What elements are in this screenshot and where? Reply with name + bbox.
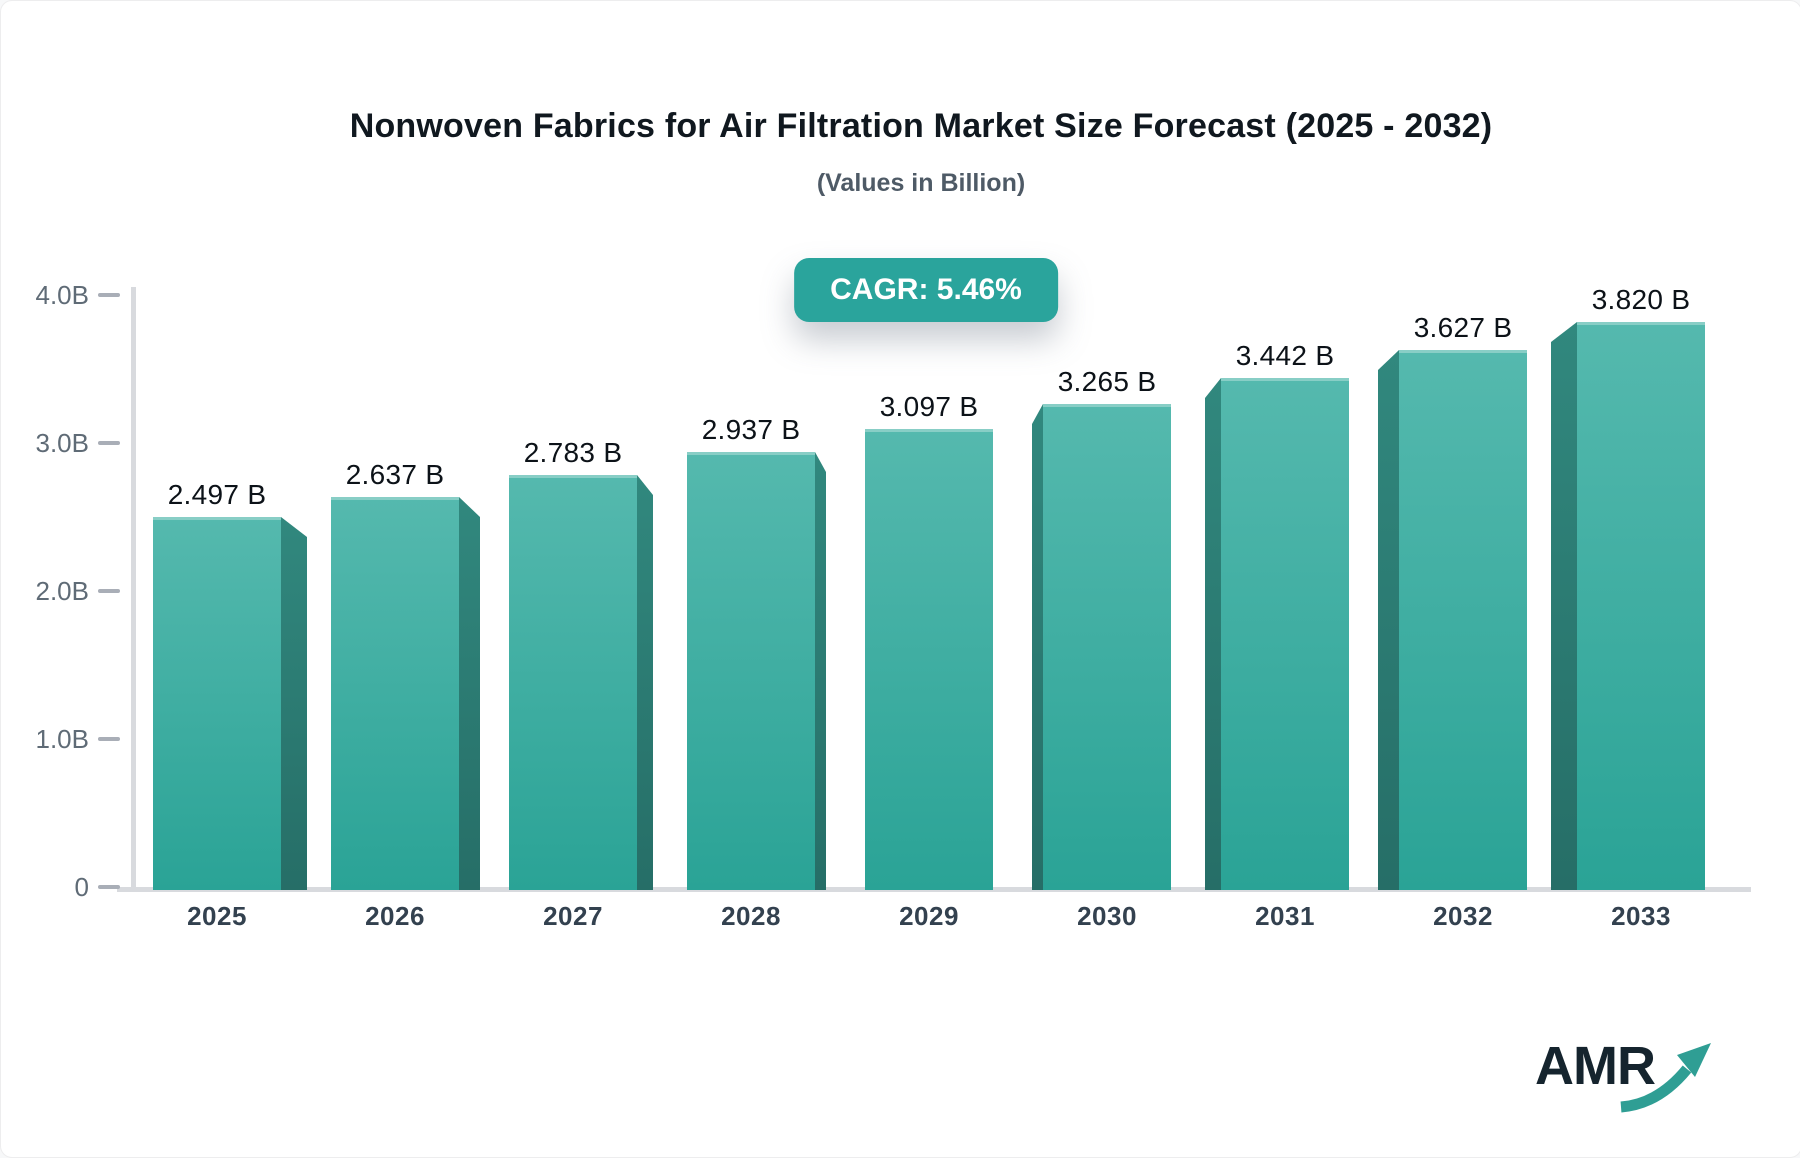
bar-side-face-2026 [459, 497, 480, 890]
amr-logo: AMR [1535, 1035, 1735, 1125]
bar-value-label: 3.265 B [1058, 366, 1157, 397]
bar-side-face-2033 [1551, 322, 1577, 890]
chart-title: Nonwoven Fabrics for Air Filtration Mark… [349, 107, 1493, 145]
bar-value-label: 3.097 B [880, 391, 979, 422]
y-tick-mark [98, 293, 120, 297]
y-tick-mark [98, 737, 120, 741]
bar-value-label: 2.637 B [346, 459, 445, 490]
bar-side-face-2032 [1378, 350, 1399, 890]
bar-2030 [1043, 404, 1171, 890]
x-axis-label-2025: 2025 [187, 901, 247, 931]
y-tick-label: 4.0B [36, 280, 90, 310]
bar-2026 [331, 497, 459, 890]
bar-side-face-2027 [637, 475, 653, 890]
x-axis-label-2026: 2026 [365, 901, 425, 931]
y-tick-mark [98, 441, 120, 445]
bar-top-highlight [687, 452, 815, 455]
bar-2033 [1577, 322, 1705, 890]
bar-top-highlight [1221, 378, 1349, 381]
bar-2028 [687, 452, 815, 890]
x-axis-label-2027: 2027 [543, 901, 603, 931]
bar-value-label: 3.442 B [1236, 340, 1335, 371]
bar-top-highlight [1399, 350, 1527, 353]
bar-2032 [1399, 350, 1527, 890]
cagr-badge: CAGR: 5.46% [794, 258, 1058, 322]
y-tick-label: 0 [75, 872, 89, 902]
bar-2027 [509, 475, 637, 890]
y-tick-label: 2.0B [36, 576, 90, 606]
x-axis-label-2029: 2029 [899, 901, 959, 931]
bar-2029 [865, 429, 993, 890]
growth-arrow-swoosh [1620, 1065, 1692, 1113]
bar-top-highlight [1043, 404, 1171, 407]
bar-top-highlight [509, 475, 637, 478]
y-tick-label: 3.0B [36, 428, 90, 458]
bar-2031 [1221, 378, 1349, 890]
x-axis-label-2032: 2032 [1433, 901, 1493, 931]
x-axis-label-2028: 2028 [721, 901, 781, 931]
bar-value-label: 3.627 B [1414, 312, 1513, 343]
bar-side-face-2030 [1032, 404, 1043, 890]
bar-side-face-2025 [281, 517, 307, 890]
x-axis-label-2030: 2030 [1077, 901, 1137, 931]
bar-value-label: 2.937 B [702, 414, 801, 445]
growth-arrow-icon [1620, 1043, 1711, 1113]
growth-arrow-head [1677, 1043, 1711, 1077]
bar-value-label: 2.497 B [168, 479, 267, 510]
bar-top-highlight [153, 517, 281, 520]
x-axis-label-2033: 2033 [1611, 901, 1671, 931]
y-tick-mark [98, 885, 120, 889]
bar-value-label: 3.820 B [1592, 284, 1691, 315]
amr-logo-text: AMR [1535, 1036, 1656, 1096]
bar-side-face-2031 [1205, 378, 1221, 890]
y-axis-line [131, 287, 136, 891]
y-tick-label: 1.0B [36, 724, 90, 754]
chart-subtitle: (Values in Billion) [816, 169, 1026, 197]
y-tick-mark [98, 589, 120, 593]
bar-top-highlight [1577, 322, 1705, 325]
bar-side-face-2028 [815, 452, 826, 890]
bar-top-highlight [331, 497, 459, 500]
bar-top-highlight [865, 429, 993, 432]
bar-value-label: 2.783 B [524, 437, 623, 468]
x-axis-label-2031: 2031 [1255, 901, 1315, 931]
bar-2025 [153, 517, 281, 890]
